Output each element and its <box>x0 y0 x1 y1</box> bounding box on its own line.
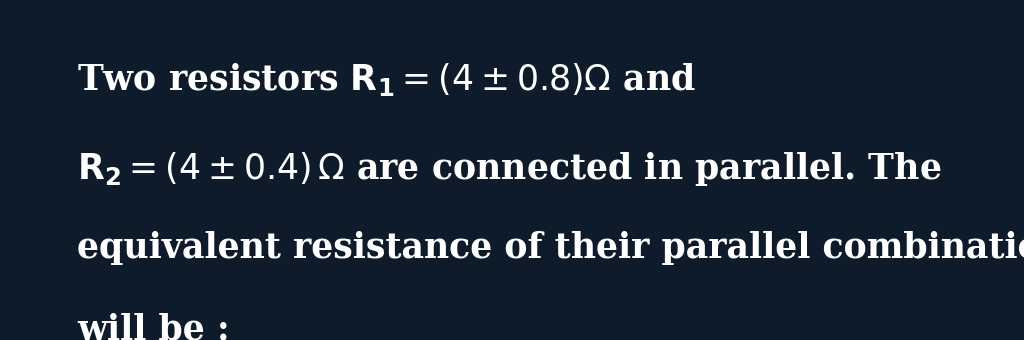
Text: $\mathbf{R_2} = (4 \pm 0.4)\,\Omega$ are connected in parallel. The: $\mathbf{R_2} = (4 \pm 0.4)\,\Omega$ are… <box>77 150 941 188</box>
Text: equivalent resistance of their parallel combination: equivalent resistance of their parallel … <box>77 231 1024 265</box>
Text: will be :: will be : <box>77 313 229 340</box>
Text: Two resistors $\mathbf{R_1} = (4 \pm 0.8)\Omega$ and: Two resistors $\mathbf{R_1} = (4 \pm 0.8… <box>77 61 695 98</box>
